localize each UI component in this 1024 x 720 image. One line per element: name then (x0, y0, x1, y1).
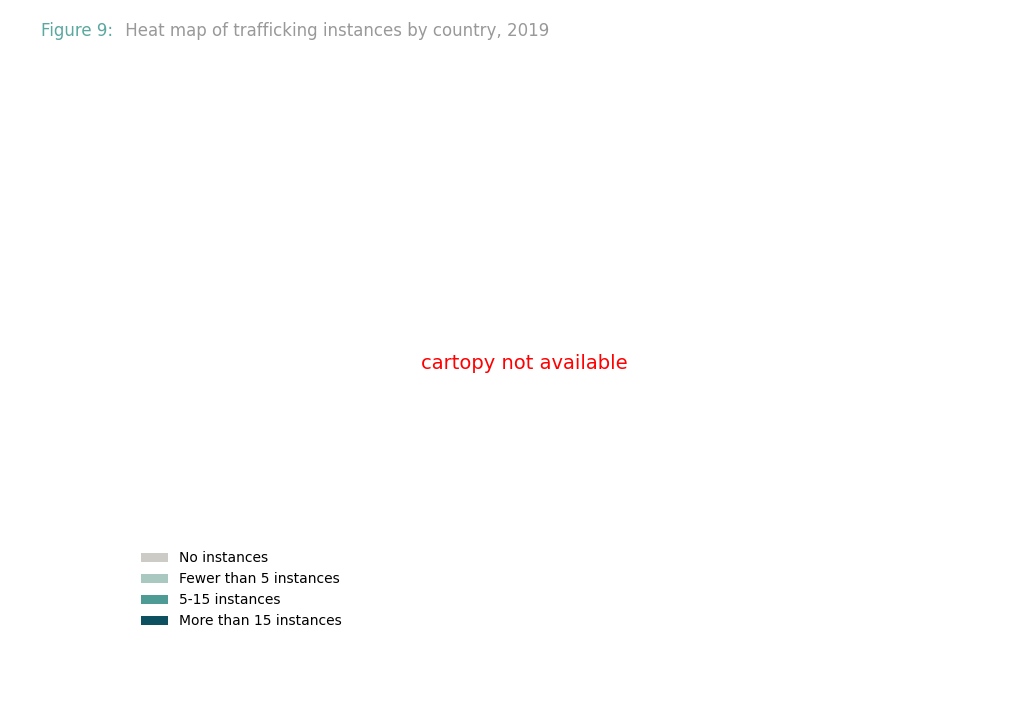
Legend: No instances, Fewer than 5 instances, 5-15 instances, More than 15 instances: No instances, Fewer than 5 instances, 5-… (135, 546, 348, 634)
Text: Figure 9:: Figure 9: (41, 22, 113, 40)
Text: cartopy not available: cartopy not available (422, 354, 628, 373)
Text: Heat map of trafficking instances by country, 2019: Heat map of trafficking instances by cou… (120, 22, 549, 40)
